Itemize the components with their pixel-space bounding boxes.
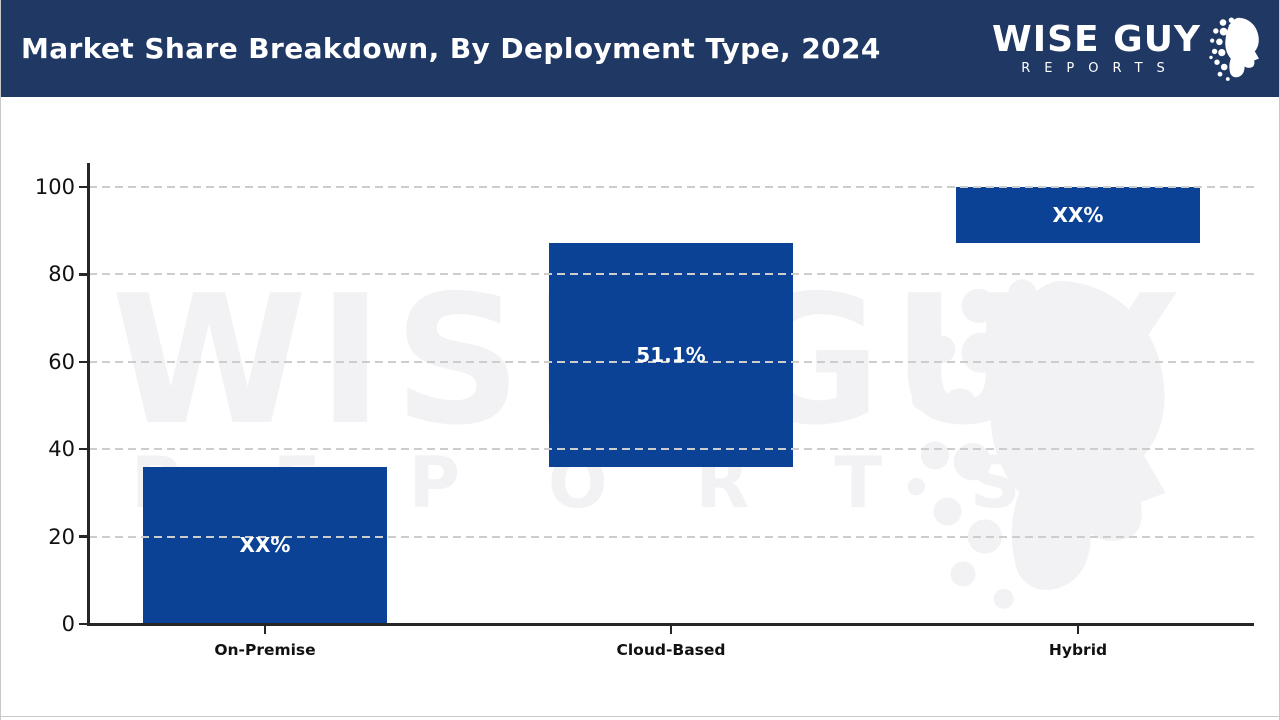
gridline-y-100 [89, 186, 1254, 188]
y-axis-tick-0 [79, 622, 88, 626]
y-axis-tick-label-40: 40 [48, 437, 75, 462]
x-axis-tick-label-hybrid: Hybrid [1048, 641, 1108, 659]
header-bar: Market Share Breakdown, By Deployment Ty… [1, 0, 1279, 97]
y-axis-spine [87, 163, 90, 626]
brand-logo: WISE GUY REPORTS [992, 12, 1265, 86]
y-axis-tick-label-60: 60 [48, 349, 75, 374]
bar-value-label-hybrid: XX% [1052, 203, 1104, 228]
brand-face-icon [1209, 17, 1259, 81]
brand-name: WISE GUY [991, 19, 1201, 60]
x-axis-tick-label-cloud-based: Cloud-Based [616, 641, 726, 659]
y-axis-tick-label-80: 80 [48, 262, 75, 287]
x-axis-tick-cloud-based [669, 625, 673, 634]
bar-on-premise [143, 466, 387, 624]
gridline-y-60 [89, 360, 1254, 363]
y-axis-tick-20 [79, 535, 88, 538]
y-axis-tick-label-0: 0 [61, 612, 75, 636]
gridline-y-40 [89, 448, 1254, 451]
bar-value-label-cloud-based: 51.1% [636, 343, 706, 368]
x-axis-tick-hybrid [1076, 625, 1080, 634]
brand-tagline: REPORTS [1021, 61, 1179, 76]
x-axis-tick-on-premise [263, 625, 267, 634]
y-axis-tick-60 [79, 360, 88, 364]
watermark-brand-name: WISE GUY [111, 257, 1185, 464]
y-axis-tick-80 [79, 273, 88, 276]
y-axis-tick-label-20: 20 [48, 524, 75, 549]
x-axis-spine [87, 623, 1254, 626]
gridline-y-80 [89, 273, 1254, 276]
page-bottom-border [1, 715, 1279, 717]
x-axis-tick-label-on-premise: On-Premise [214, 641, 316, 659]
y-axis-tick-40 [79, 447, 88, 451]
watermark-face-icon [907, 279, 1166, 609]
gridline-y-20 [89, 535, 1254, 538]
bar-hybrid [956, 187, 1200, 244]
y-axis-tick-label-100: 100 [34, 175, 75, 199]
brand-logo-text: WISE GUY REPORTS [991, 19, 1201, 76]
chart-title: Market Share Breakdown, By Deployment Ty… [21, 32, 881, 65]
bar-cloud-based [549, 243, 793, 467]
watermark-tagline: REPORTS [131, 442, 1109, 524]
bar-value-label-on-premise: XX% [239, 533, 291, 558]
y-axis-tick-100 [79, 185, 88, 189]
